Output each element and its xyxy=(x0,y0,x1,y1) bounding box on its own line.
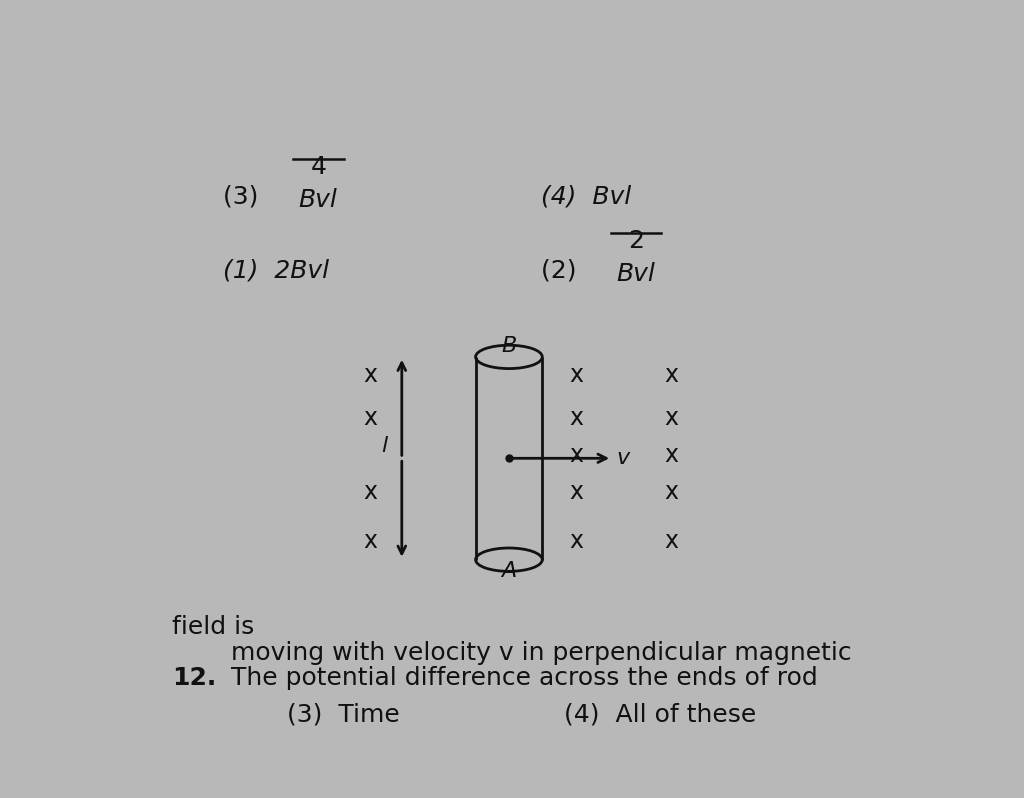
Text: x: x xyxy=(569,406,584,430)
Text: (1)  2Bvl: (1) 2Bvl xyxy=(223,259,330,282)
Text: 4: 4 xyxy=(310,156,327,180)
Text: Bvl: Bvl xyxy=(299,188,338,212)
Text: A: A xyxy=(502,560,516,581)
Text: (4)  All of these: (4) All of these xyxy=(564,703,757,727)
Text: l: l xyxy=(381,436,387,456)
Text: (3): (3) xyxy=(223,185,274,209)
Text: x: x xyxy=(665,363,679,387)
Text: (2): (2) xyxy=(541,259,592,282)
Text: x: x xyxy=(364,480,377,504)
Text: 2: 2 xyxy=(628,229,644,253)
Text: x: x xyxy=(665,443,679,467)
Text: The potential difference across the ends of rod: The potential difference across the ends… xyxy=(231,666,818,690)
Text: field is: field is xyxy=(172,615,254,639)
Text: x: x xyxy=(364,529,377,553)
Text: x: x xyxy=(569,480,584,504)
Text: (3)  Time: (3) Time xyxy=(287,703,399,727)
Text: 12.: 12. xyxy=(172,666,216,690)
Text: x: x xyxy=(569,443,584,467)
Text: x: x xyxy=(665,480,679,504)
Text: x: x xyxy=(364,363,377,387)
Text: x: x xyxy=(569,363,584,387)
Text: moving with velocity v in perpendicular magnetic: moving with velocity v in perpendicular … xyxy=(231,641,852,665)
Text: x: x xyxy=(665,406,679,430)
Text: x: x xyxy=(364,406,377,430)
Text: x: x xyxy=(665,529,679,553)
Text: (4)  Bvl: (4) Bvl xyxy=(541,185,631,209)
Text: Bvl: Bvl xyxy=(616,262,655,286)
Text: x: x xyxy=(569,529,584,553)
Text: B: B xyxy=(502,336,516,356)
Text: v: v xyxy=(616,448,629,468)
